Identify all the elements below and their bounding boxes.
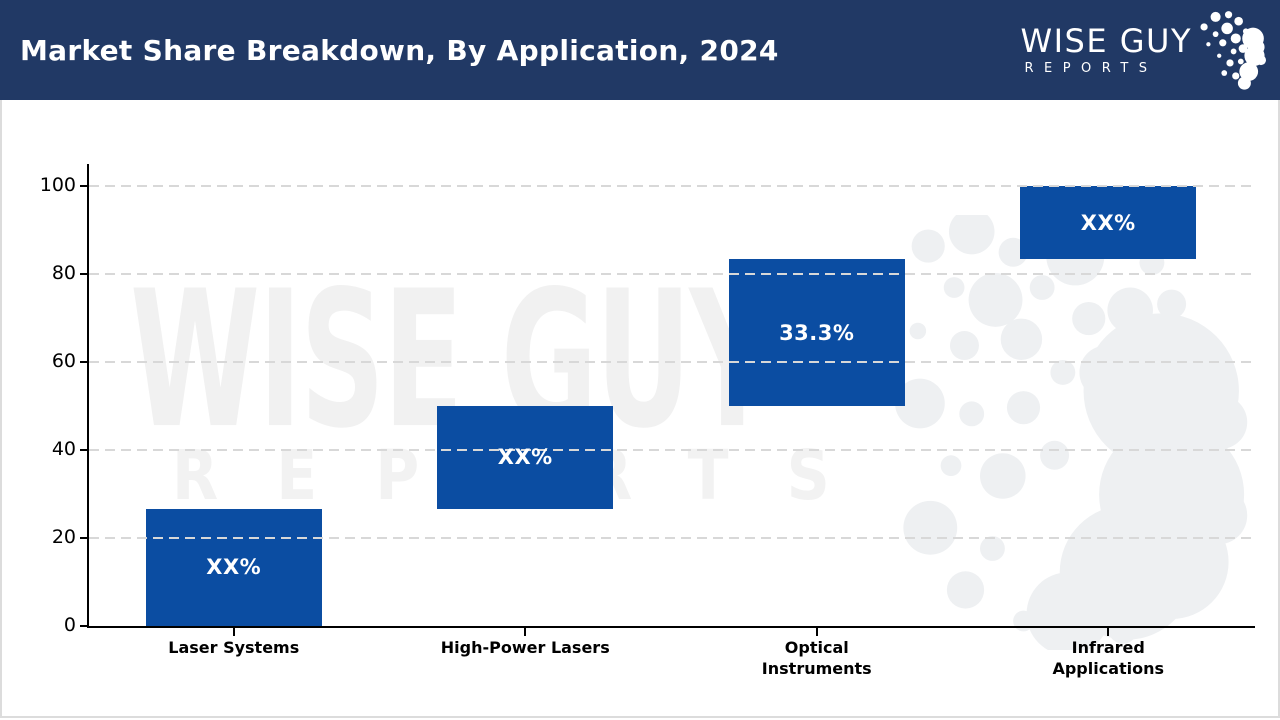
page-title: Market Share Breakdown, By Application, … — [20, 33, 779, 67]
x-tick-mark — [1107, 628, 1110, 636]
y-tick-label: 60 — [51, 350, 76, 372]
category-label: Infrared Applications — [1052, 638, 1165, 678]
bar-value-label: XX% — [1080, 210, 1136, 235]
x-tick-mark — [815, 628, 818, 636]
logo-line1: WISE GUY — [1020, 22, 1192, 60]
bar — [437, 406, 614, 509]
category-label: High-Power Lasers — [440, 638, 610, 657]
gridline — [89, 185, 1254, 187]
y-tick-label: 80 — [51, 262, 76, 284]
y-tick-mark — [80, 537, 88, 539]
category-label: Laser Systems — [168, 638, 300, 657]
gridline — [89, 537, 1254, 539]
x-tick-mark — [232, 628, 235, 636]
wise-guy-logo: WISE GUY REPORTS — [1020, 8, 1266, 92]
bar — [1020, 186, 1197, 260]
y-tick-mark — [80, 185, 88, 187]
bar-value-label: XX% — [206, 555, 262, 580]
y-tick-label: 0 — [63, 614, 76, 636]
y-tick-mark — [80, 361, 88, 363]
bar-value-label: XX% — [497, 445, 553, 470]
x-tick-mark — [524, 628, 527, 636]
y-tick-label: 40 — [51, 438, 76, 460]
y-axis-line — [87, 164, 89, 628]
card-border — [0, 100, 1280, 718]
gridline — [89, 449, 1254, 451]
gridline — [89, 273, 1254, 275]
y-tick-mark — [80, 273, 88, 275]
bar-value-label: 33.3% — [779, 320, 855, 345]
logo-head-icon — [1200, 11, 1266, 90]
bar — [145, 508, 322, 626]
category-label: Optical Instruments — [761, 638, 872, 678]
logo-wordmark: WISE GUY REPORTS — [1020, 25, 1192, 75]
x-axis-line — [87, 626, 1255, 628]
bar — [728, 259, 905, 406]
header-bar: Market Share Breakdown, By Application, … — [0, 0, 1280, 100]
gridline — [89, 361, 1254, 363]
y-tick-mark — [80, 625, 88, 627]
y-tick-label: 100 — [39, 174, 76, 196]
y-tick-label: 20 — [51, 526, 76, 548]
watermark-head-icon — [895, 215, 1248, 650]
y-tick-mark — [80, 449, 88, 451]
logo-line2: REPORTS — [1024, 61, 1158, 76]
